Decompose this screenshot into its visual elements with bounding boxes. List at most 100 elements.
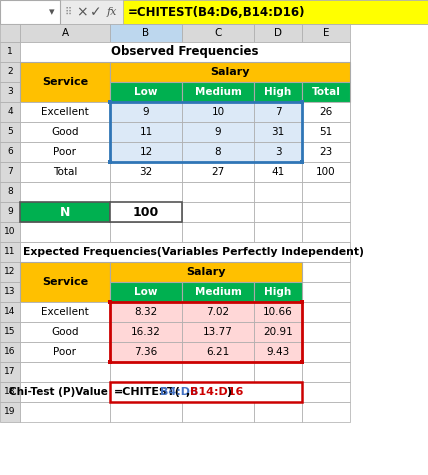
Bar	[182, 82, 254, 102]
Text: 6.21: 6.21	[206, 347, 230, 357]
Bar	[20, 342, 110, 362]
Bar	[20, 242, 350, 262]
Bar	[110, 262, 182, 282]
Bar	[110, 162, 182, 182]
Bar	[254, 142, 302, 162]
Bar	[254, 222, 302, 242]
Text: High: High	[265, 287, 291, 297]
Bar	[110, 142, 182, 162]
Bar	[110, 42, 182, 62]
Text: 9: 9	[215, 127, 221, 137]
Text: 9.43: 9.43	[266, 347, 290, 357]
Bar	[254, 162, 302, 182]
Text: Medium: Medium	[195, 87, 241, 97]
Bar	[300, 300, 304, 304]
Bar	[254, 182, 302, 202]
Bar	[302, 362, 350, 382]
Bar	[110, 122, 182, 142]
Text: =CHITEST(: =CHITEST(	[114, 387, 181, 397]
Bar	[182, 142, 254, 162]
Bar	[182, 102, 254, 122]
Text: 3: 3	[7, 87, 13, 96]
Bar	[110, 202, 182, 222]
Bar	[182, 322, 254, 342]
Bar	[20, 222, 110, 242]
Bar	[20, 302, 110, 322]
Bar	[20, 162, 110, 182]
Text: ,: ,	[185, 387, 190, 397]
Bar	[110, 242, 182, 262]
Bar	[254, 102, 302, 122]
Bar	[110, 342, 182, 362]
Text: 11: 11	[4, 247, 16, 257]
Bar	[182, 402, 254, 422]
Bar	[302, 162, 350, 182]
Text: 10: 10	[211, 107, 225, 117]
Bar	[254, 262, 302, 282]
Text: Good: Good	[51, 127, 79, 137]
Bar	[182, 282, 254, 302]
Bar	[110, 202, 182, 222]
Text: Total: Total	[53, 167, 77, 177]
Text: Medium: Medium	[195, 287, 241, 297]
Bar	[254, 302, 302, 322]
Bar	[20, 282, 110, 302]
Bar	[20, 382, 110, 402]
Bar	[302, 322, 350, 342]
Bar	[302, 242, 350, 262]
Text: 1: 1	[7, 48, 13, 57]
Bar	[254, 102, 302, 122]
Text: ✓: ✓	[90, 5, 102, 19]
Bar	[182, 342, 254, 362]
Text: 51: 51	[319, 127, 333, 137]
Text: 18: 18	[4, 388, 16, 397]
Bar	[254, 362, 302, 382]
Bar	[110, 24, 182, 42]
Text: Poor: Poor	[54, 147, 77, 157]
Bar	[300, 100, 304, 104]
Bar	[182, 24, 254, 42]
Text: 10: 10	[4, 228, 16, 237]
Bar	[20, 122, 110, 142]
Bar	[302, 24, 350, 42]
Bar	[254, 202, 302, 222]
Bar	[302, 202, 350, 222]
Bar	[182, 342, 254, 362]
Text: E: E	[323, 28, 329, 38]
Bar	[20, 42, 350, 62]
Text: 8: 8	[215, 147, 221, 157]
Bar	[123, 0, 428, 24]
Text: ⠿: ⠿	[65, 7, 71, 17]
Bar	[182, 322, 254, 342]
Bar	[182, 282, 254, 302]
Bar	[0, 24, 20, 42]
Bar	[302, 82, 350, 102]
Text: 15: 15	[4, 327, 16, 336]
Bar	[302, 142, 350, 162]
Text: fx: fx	[107, 7, 117, 17]
Text: 8: 8	[7, 188, 13, 197]
Bar	[20, 42, 110, 62]
Bar	[302, 102, 350, 122]
Bar	[300, 160, 304, 164]
Bar	[0, 42, 20, 62]
Text: Low: Low	[134, 87, 158, 97]
Bar	[254, 402, 302, 422]
Bar	[0, 262, 20, 282]
Bar	[20, 122, 110, 142]
Bar	[302, 342, 350, 362]
Bar	[20, 402, 110, 422]
Bar	[20, 142, 110, 162]
Bar	[254, 322, 302, 342]
Text: 10.66: 10.66	[263, 307, 293, 317]
Bar	[182, 262, 254, 282]
Bar	[110, 122, 182, 142]
Bar	[110, 142, 182, 162]
Bar	[20, 202, 110, 222]
Text: B: B	[143, 28, 149, 38]
Text: 32: 32	[140, 167, 153, 177]
Text: Service: Service	[42, 77, 88, 87]
Bar	[110, 282, 182, 302]
Text: 12: 12	[4, 267, 16, 276]
Bar	[182, 162, 254, 182]
